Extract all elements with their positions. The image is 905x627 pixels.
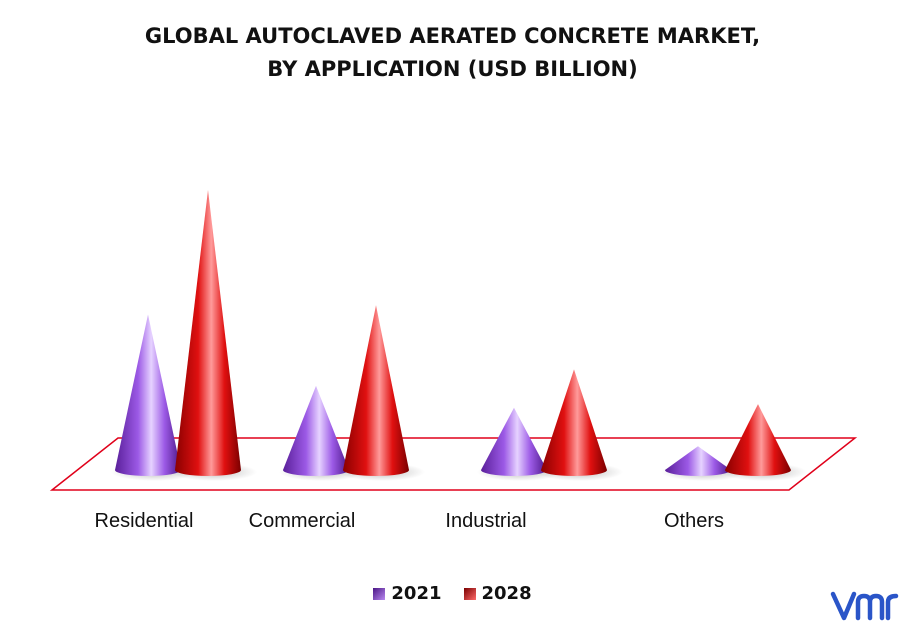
cone-commercial-2028 (339, 305, 425, 481)
cone-others-2021 (661, 446, 747, 481)
legend-label-2021: 2021 (391, 583, 442, 604)
category-label-others: Others (664, 510, 724, 532)
legend-label-2028: 2028 (481, 583, 532, 604)
chart-title-line-2: BY APPLICATION (USD BILLION) (267, 57, 638, 81)
legend-item-2021: 2021 (373, 583, 442, 604)
category-label-commercial: Commercial (249, 510, 356, 532)
cone-industrial-2028 (537, 369, 623, 481)
cone-commercial-2021 (279, 385, 365, 481)
legend: 2021 2028 (0, 583, 905, 604)
chart-title-line-1: GLOBAL AUTOCLAVED AERATED CONCRETE MARKE… (144, 24, 761, 48)
chart-floor (49, 437, 858, 491)
legend-swatch-2021 (373, 587, 386, 600)
legend-swatch-2028 (463, 587, 476, 600)
category-label-residential: Residential (95, 510, 194, 532)
category-label-industrial: Industrial (445, 510, 526, 532)
cone-others-2028 (721, 404, 807, 481)
cone-residential-2028 (171, 190, 257, 481)
vmr-logo (830, 591, 899, 621)
cone-industrial-2021 (477, 407, 563, 481)
legend-item-2028: 2028 (463, 583, 532, 604)
chart-title: GLOBAL AUTOCLAVED AERATED CONCRETE MARKE… (0, 20, 905, 86)
